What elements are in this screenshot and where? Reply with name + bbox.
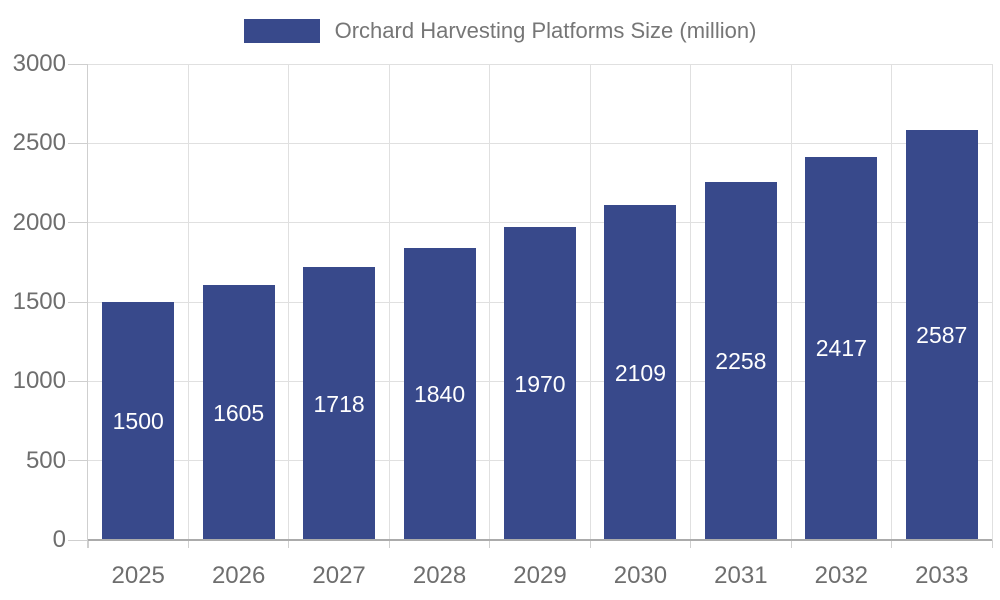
bar-2031[interactable] [704, 181, 777, 540]
y-axis-tick [68, 380, 88, 382]
x-axis-tick [991, 540, 993, 548]
x-axis-tick-label: 2030 [613, 562, 668, 589]
y-axis-tick-label: 0 [52, 526, 66, 553]
bar-2030[interactable] [604, 205, 677, 540]
x-axis-tick [690, 540, 692, 548]
x-axis-tick [187, 540, 189, 548]
x-axis-tick-label: 2032 [814, 562, 869, 589]
bar-2027[interactable] [303, 267, 376, 540]
x-axis-tick-label: 2029 [513, 562, 567, 589]
y-axis-tick [68, 539, 88, 541]
bar-value-label: 2109 [614, 359, 667, 386]
x-axis-tick-label: 2025 [111, 562, 165, 589]
x-axis-tick-label: 2026 [211, 562, 266, 589]
x-axis-tick [87, 540, 89, 548]
bar-value-label: 1718 [313, 390, 365, 417]
bar-value-label: 1840 [413, 381, 466, 408]
bar-value-label: 2417 [815, 335, 867, 362]
y-axis-tick [68, 460, 88, 462]
y-gridline [88, 222, 992, 224]
bar-2026[interactable] [202, 285, 275, 540]
x-gridline [589, 64, 591, 540]
y-gridline [88, 142, 992, 144]
x-axis-tick [589, 540, 591, 548]
x-axis-tick [388, 540, 390, 548]
x-gridline [991, 64, 993, 540]
y-axis-tick-label: 1000 [12, 367, 66, 395]
bar-2033[interactable] [905, 129, 978, 540]
x-axis-tick [790, 540, 792, 548]
x-axis-tick-label: 2027 [312, 562, 366, 589]
x-gridline [388, 64, 390, 540]
y-axis-tick [68, 63, 88, 65]
bar-value-label: 1970 [514, 370, 566, 397]
bar-2029[interactable] [504, 227, 576, 540]
legend-swatch [243, 19, 320, 43]
y-axis-tick [68, 222, 88, 224]
bar-2025[interactable] [102, 302, 175, 540]
y-axis-tick-label: 2000 [12, 208, 66, 236]
x-gridline [187, 64, 189, 540]
y-gridline [88, 63, 992, 65]
x-gridline [489, 64, 491, 540]
y-axis-tick [68, 142, 88, 144]
y-axis-tick-label: 3000 [12, 50, 66, 77]
x-axis-tick-label: 2031 [714, 562, 768, 589]
x-gridline [790, 64, 792, 540]
x-gridline [288, 64, 290, 540]
x-axis-tick-label: 2033 [915, 562, 969, 589]
x-gridline [690, 64, 692, 540]
y-axis-tick [68, 301, 88, 303]
x-axis-tick [891, 540, 893, 548]
chart-legend[interactable]: Orchard Harvesting Platforms Size (milli… [0, 17, 1000, 45]
y-axis-tick-label: 1500 [12, 288, 66, 315]
x-axis-tick [288, 540, 290, 548]
legend-label: Orchard Harvesting Platforms Size (milli… [334, 18, 757, 43]
x-axis-tick [489, 540, 491, 548]
y-axis-tick-label: 2500 [12, 129, 66, 157]
bar-value-label: 2258 [715, 347, 767, 374]
bar-value-label: 1500 [112, 408, 164, 434]
bar-value-label: 1605 [213, 399, 265, 426]
y-axis-tick-label: 500 [25, 446, 66, 474]
bar-2028[interactable] [403, 248, 476, 540]
x-axis-line [88, 539, 992, 541]
bar-value-label: 2587 [916, 321, 968, 348]
x-axis-tick-label: 2028 [412, 562, 467, 589]
y-axis-line [87, 64, 88, 548]
x-gridline [891, 64, 893, 540]
bar-2032[interactable] [805, 156, 878, 540]
